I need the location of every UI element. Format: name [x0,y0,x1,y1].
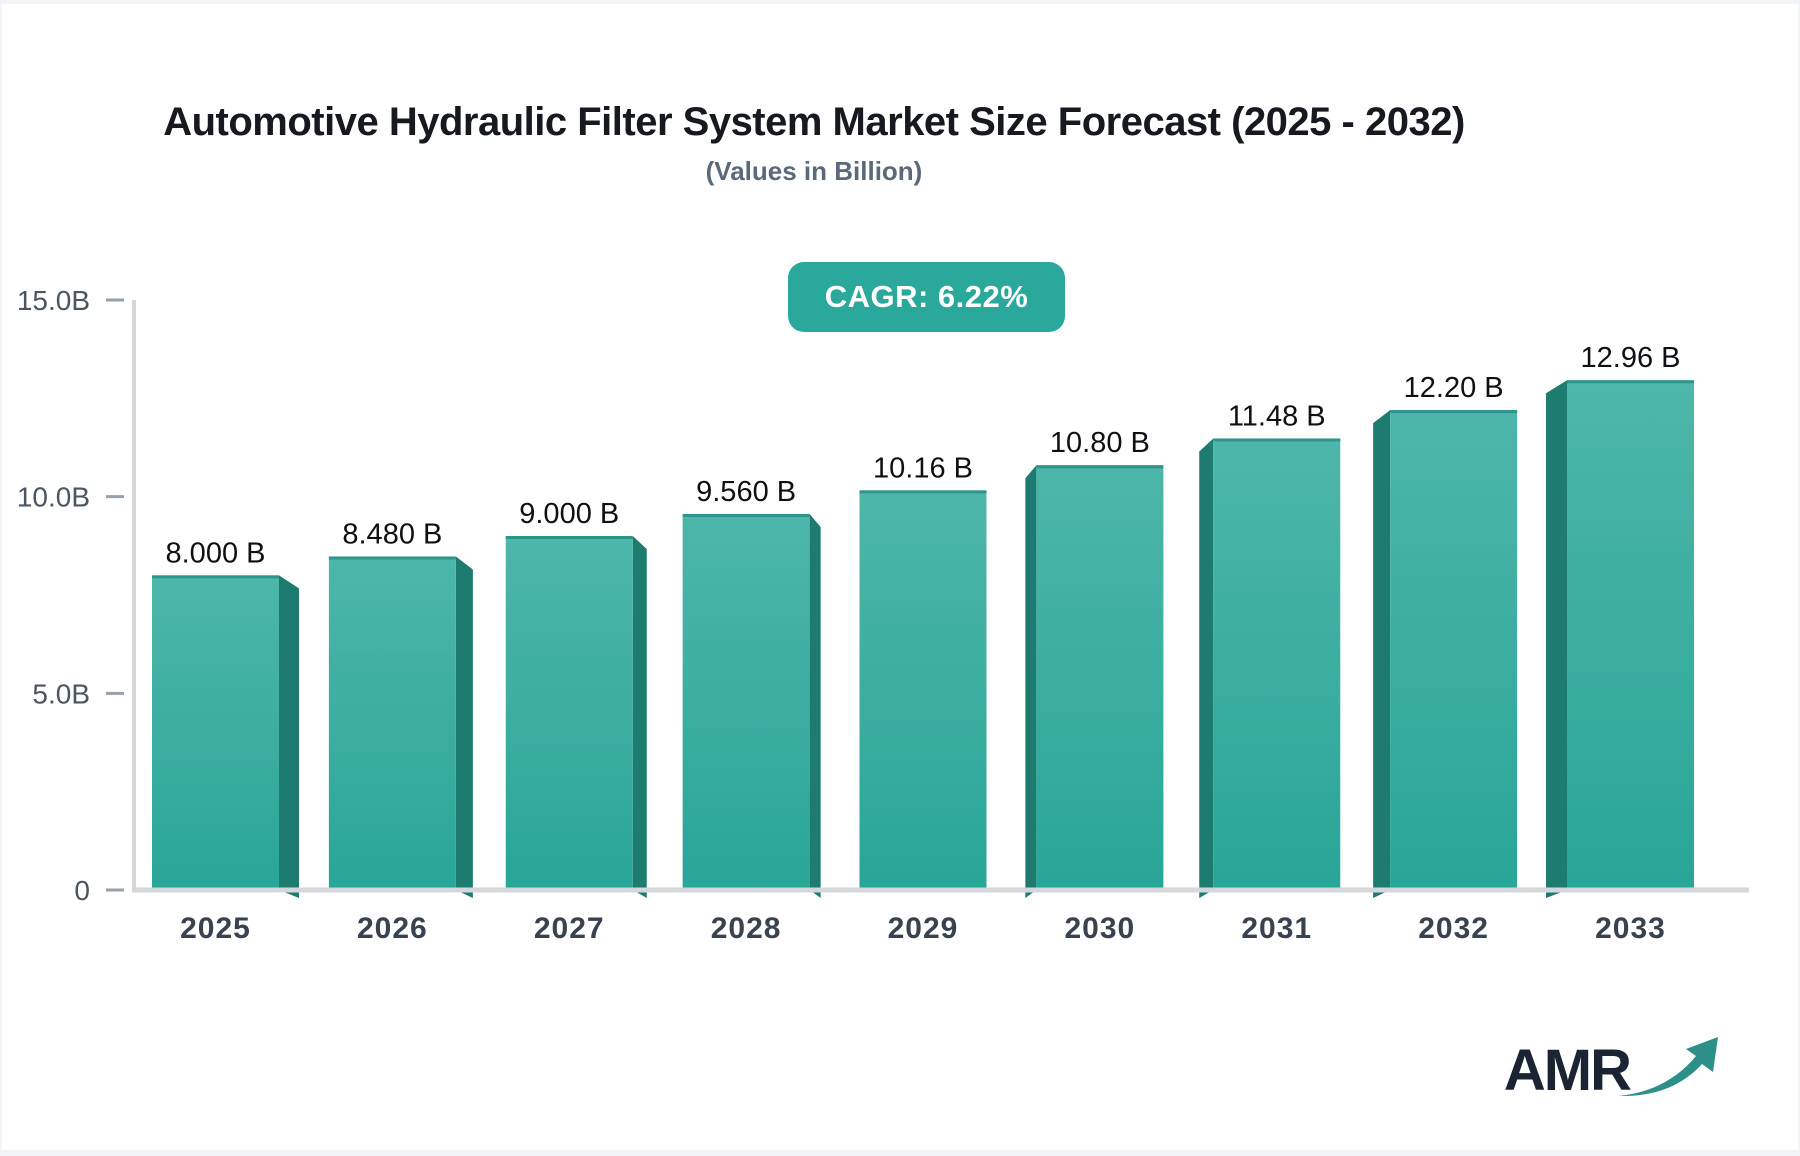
chart-canvas: Automotive Hydraulic Filter System Marke… [2,4,1798,1150]
bar-value-label-2031: 11.48 B [1228,400,1326,432]
bar-side-2027 [632,536,647,898]
bar-value-label-2027: 9.000 B [519,498,619,530]
bar-value-label-2030: 10.80 B [1050,427,1150,459]
bar-value-label-2026: 8.480 B [342,518,442,550]
x-axis-label-2026: 2026 [357,912,428,945]
x-axis-label-2031: 2031 [1241,912,1312,945]
amr-logo-text: AMR [1503,1038,1632,1103]
bar-2031 [1213,438,1341,890]
bar-value-label-2033: 12.96 B [1581,342,1681,374]
bar-2033 [1567,380,1694,890]
bar-2027 [505,536,633,890]
bar-2028 [682,513,810,890]
bar-side-2028 [809,513,821,898]
x-axis-label-2028: 2028 [711,912,782,945]
x-axis-label-2029: 2029 [888,912,959,945]
growth-arrow-icon [1618,1037,1718,1097]
x-axis-label-2032: 2032 [1418,912,1489,945]
bar-side-2033 [1546,380,1567,898]
y-tick-label-15.0B: 15.0B [17,285,90,316]
bar-2030 [1036,465,1164,890]
bar-value-label-2032: 12.20 B [1404,372,1504,404]
bar-value-label-2028: 9.560 B [696,476,796,508]
bar-2026 [328,556,456,890]
bar-2029 [859,490,987,890]
bar-value-label-2025: 8.000 B [166,537,266,569]
bar-side-2025 [279,575,299,898]
x-axis-label-2033: 2033 [1595,912,1666,945]
x-axis-line [132,887,1749,893]
bar-side-2032 [1373,410,1391,898]
amr-logo: AMR [1504,1034,1718,1100]
x-axis-label-2025: 2025 [180,912,251,945]
y-tick-label-5.0B: 5.0B [32,678,90,709]
y-axis-line [132,300,136,890]
y-tick-label-0: 0 [74,875,90,906]
bar-2025 [152,575,279,890]
bar-side-2030 [1025,465,1037,898]
x-axis-label-2027: 2027 [534,912,605,945]
chart-subtitle: (Values in Billion) [705,156,923,186]
x-axis-label-2030: 2030 [1065,912,1136,945]
bar-side-2031 [1199,438,1214,898]
chart-header: Automotive Hydraulic Filter System Marke… [6,98,1622,187]
bar-chart: 8.000 B 2025 8.480 B 2026 9.000 B 2027 9.560 B… [17,285,1749,945]
bar-value-label-2029: 10.16 B [873,452,973,484]
chart-title: Automotive Hydraulic Filter System Marke… [163,100,1465,144]
bar-2032 [1390,410,1518,890]
cagr-badge-label: CAGR: 6.22% [824,279,1029,314]
y-tick-label-10.0B: 10.0B [17,482,90,513]
cagr-badge: CAGR: 6.22% [788,262,1065,332]
bar-side-2026 [455,556,473,898]
